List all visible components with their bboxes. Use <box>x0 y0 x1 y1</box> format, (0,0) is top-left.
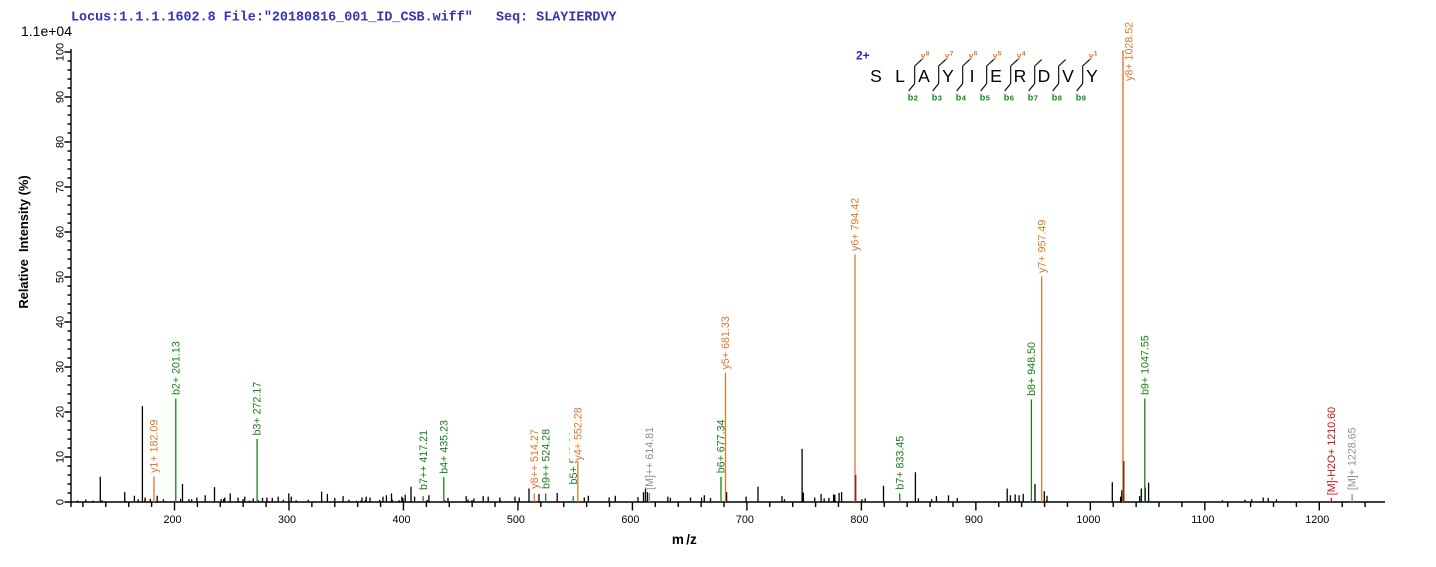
svg-text:b3+ 272.17: b3+ 272.17 <box>252 382 264 436</box>
svg-text:4: 4 <box>1022 51 1026 58</box>
svg-text:300: 300 <box>278 514 296 526</box>
svg-text:y7+ 957.49: y7+ 957.49 <box>1036 220 1048 273</box>
svg-text:10: 10 <box>54 451 66 463</box>
svg-text:y: y <box>1089 51 1094 61</box>
svg-text:S: S <box>870 66 882 86</box>
svg-text:A: A <box>918 66 930 86</box>
svg-text:b9+ 1047.55: b9+ 1047.55 <box>1139 335 1151 395</box>
svg-text:60: 60 <box>54 226 66 238</box>
svg-text:8: 8 <box>1058 94 1062 103</box>
svg-text:2: 2 <box>914 94 918 103</box>
svg-text:/z: /z <box>686 532 697 547</box>
svg-text:1: 1 <box>1094 51 1098 58</box>
svg-text:[M]++ 614.81: [M]++ 614.81 <box>644 427 656 490</box>
svg-text:Seq: SLAYIERDVY: Seq: SLAYIERDVY <box>496 11 617 26</box>
svg-text:1100: 1100 <box>1191 514 1214 526</box>
svg-text:1.1e+04: 1.1e+04 <box>21 23 72 39</box>
svg-text:90: 90 <box>54 91 66 103</box>
svg-text:y4+ 552.28: y4+ 552.28 <box>572 407 584 460</box>
svg-text:b4+ 435.23: b4+ 435.23 <box>438 420 450 474</box>
svg-text:1000: 1000 <box>1076 514 1100 526</box>
svg-text:L: L <box>895 66 905 86</box>
svg-text:b: b <box>908 93 914 103</box>
svg-text:40: 40 <box>54 316 66 328</box>
svg-text:4: 4 <box>962 94 967 103</box>
svg-text:[M]+ 1228.65: [M]+ 1228.65 <box>1347 427 1359 490</box>
svg-text:500: 500 <box>507 514 525 526</box>
svg-text:y8+ 1028.52: y8+ 1028.52 <box>1124 22 1136 81</box>
svg-text:b2+ 201.13: b2+ 201.13 <box>170 341 182 395</box>
svg-text:b: b <box>932 93 938 103</box>
svg-text:b: b <box>1052 93 1058 103</box>
svg-text:I: I <box>970 66 975 86</box>
svg-text:V: V <box>1062 66 1074 86</box>
svg-text:b8+ 948.50: b8+ 948.50 <box>1026 342 1038 396</box>
svg-text:9: 9 <box>1082 94 1086 103</box>
svg-text:1200: 1200 <box>1305 514 1329 526</box>
svg-text:3: 3 <box>938 94 942 103</box>
svg-text:2+: 2+ <box>856 49 870 63</box>
svg-text:700: 700 <box>736 514 754 526</box>
svg-text:E: E <box>990 66 1002 86</box>
svg-text:b9++ 524.28: b9++ 524.28 <box>540 429 552 489</box>
svg-text:y5+ 681.33: y5+ 681.33 <box>720 316 732 369</box>
svg-text:y1+ 182.09: y1+ 182.09 <box>149 420 161 473</box>
svg-text:0: 0 <box>54 499 66 505</box>
svg-text:y8++ 514.27: y8++ 514.27 <box>529 429 541 488</box>
svg-text:y: y <box>1017 51 1022 61</box>
svg-text:[M]-H2O+ 1210.60: [M]-H2O+ 1210.60 <box>1326 407 1338 495</box>
svg-text:100: 100 <box>54 43 66 61</box>
svg-text:Y: Y <box>942 66 954 86</box>
svg-text:30: 30 <box>54 361 66 373</box>
svg-text:5: 5 <box>998 51 1002 58</box>
svg-text:5: 5 <box>986 94 990 103</box>
svg-text:D: D <box>1038 66 1051 86</box>
svg-text:b: b <box>1076 93 1082 103</box>
svg-text:b: b <box>1004 93 1010 103</box>
svg-text:900: 900 <box>965 514 983 526</box>
svg-text:7: 7 <box>950 51 954 58</box>
svg-text:7: 7 <box>1034 94 1038 103</box>
svg-text:y: y <box>969 51 974 61</box>
svg-text:70: 70 <box>54 181 66 193</box>
svg-text:y: y <box>945 51 950 61</box>
svg-text:b6+ 677.34: b6+ 677.34 <box>716 419 728 473</box>
svg-text:Relative Intensity (%): Relative Intensity (%) <box>16 175 31 308</box>
svg-text:y6+ 794.42: y6+ 794.42 <box>850 198 862 251</box>
svg-text:b7++ 417.21: b7++ 417.21 <box>418 430 430 490</box>
svg-text:600: 600 <box>621 514 639 526</box>
svg-text:b7+ 833.45: b7+ 833.45 <box>894 436 906 490</box>
svg-text:6: 6 <box>974 51 978 58</box>
svg-text:6: 6 <box>1010 94 1014 103</box>
svg-text:R: R <box>1014 66 1027 86</box>
svg-text:Locus:1.1.1.1602.8 File:"20180: Locus:1.1.1.1602.8 File:"20180816_001_ID… <box>71 11 473 26</box>
svg-text:Y: Y <box>1086 66 1098 86</box>
svg-text:y: y <box>993 51 998 61</box>
svg-text:20: 20 <box>54 406 66 418</box>
svg-text:b: b <box>1028 93 1034 103</box>
svg-text:b: b <box>980 93 986 103</box>
svg-text:m: m <box>672 532 684 547</box>
svg-text:y: y <box>921 51 926 61</box>
svg-text:b: b <box>956 93 962 103</box>
svg-text:400: 400 <box>392 514 410 526</box>
svg-text:50: 50 <box>54 271 66 283</box>
svg-text:800: 800 <box>850 514 868 526</box>
svg-text:80: 80 <box>54 136 66 148</box>
svg-text:200: 200 <box>163 514 181 526</box>
svg-text:8: 8 <box>926 51 930 58</box>
